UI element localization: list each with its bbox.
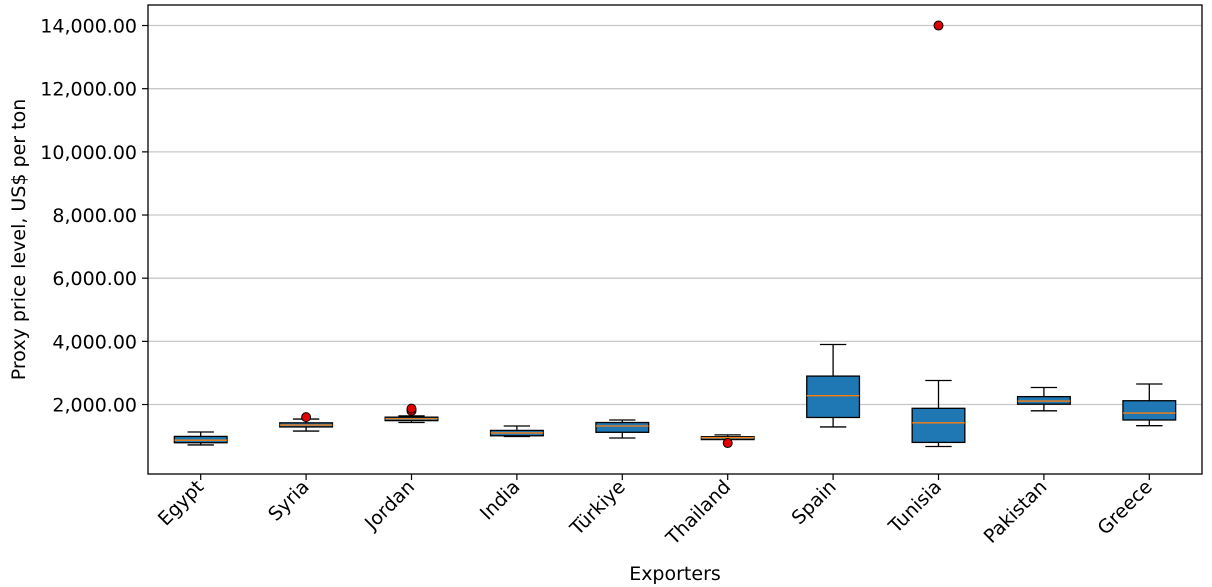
x-tick-label: Egypt — [154, 476, 208, 530]
y-tick-label: 6,000.00 — [52, 268, 137, 290]
iqr-box — [911, 407, 966, 444]
box-greece — [1122, 383, 1177, 427]
y-axis-label: Proxy price level, US$ per ton — [8, 99, 30, 380]
x-tick-label: Spain — [788, 476, 841, 529]
box-egypt — [173, 431, 228, 446]
x-tick-label: Greece — [1093, 476, 1156, 539]
x-tick-label: Thailand — [661, 476, 735, 550]
box-syria — [279, 412, 334, 432]
outlier-point — [406, 403, 417, 414]
y-tick-label: 10,000.00 — [40, 142, 137, 164]
y-axis-ticks: 2,000.00 4,000.00 6,000.00 8,000.00 10,000.0… — [40, 16, 148, 417]
x-tick-label: India — [476, 476, 525, 525]
x-tick-label: Syria — [264, 476, 314, 526]
x-tick-label: Jordan — [360, 476, 419, 535]
box-pakistan — [1016, 386, 1071, 412]
plot-frame — [147, 4, 1203, 475]
iqr-box — [806, 375, 861, 419]
x-axis-label: Exporters — [629, 563, 721, 585]
box-series — [173, 20, 1177, 449]
y-tick-label: 12,000.00 — [40, 79, 137, 101]
iqr-box — [595, 421, 650, 433]
box-india — [489, 425, 544, 438]
x-tick-label: Tunisia — [884, 476, 946, 538]
y-tick-label: 8,000.00 — [52, 205, 137, 227]
outlier-point — [722, 438, 733, 449]
outlier-point — [301, 412, 312, 423]
y-gridlines — [148, 24, 1202, 406]
y-tick-label: 2,000.00 — [52, 395, 137, 417]
iqr-box — [1122, 400, 1177, 421]
x-tick-label: Türkiye — [565, 476, 629, 540]
box-türkiye — [595, 419, 650, 439]
y-tick-label: 4,000.00 — [52, 331, 137, 353]
x-tick-label: Pakistan — [980, 476, 1052, 548]
box-tunisia — [911, 20, 966, 448]
box-thailand — [700, 434, 755, 449]
x-axis-ticks: Egypt Syria Jordan India Türkiye Thailand Spai… — [154, 474, 1157, 550]
box-jordan — [384, 403, 439, 424]
outlier-point — [933, 20, 944, 31]
y-tick-label: 14,000.00 — [40, 16, 137, 38]
box-spain — [806, 343, 861, 428]
